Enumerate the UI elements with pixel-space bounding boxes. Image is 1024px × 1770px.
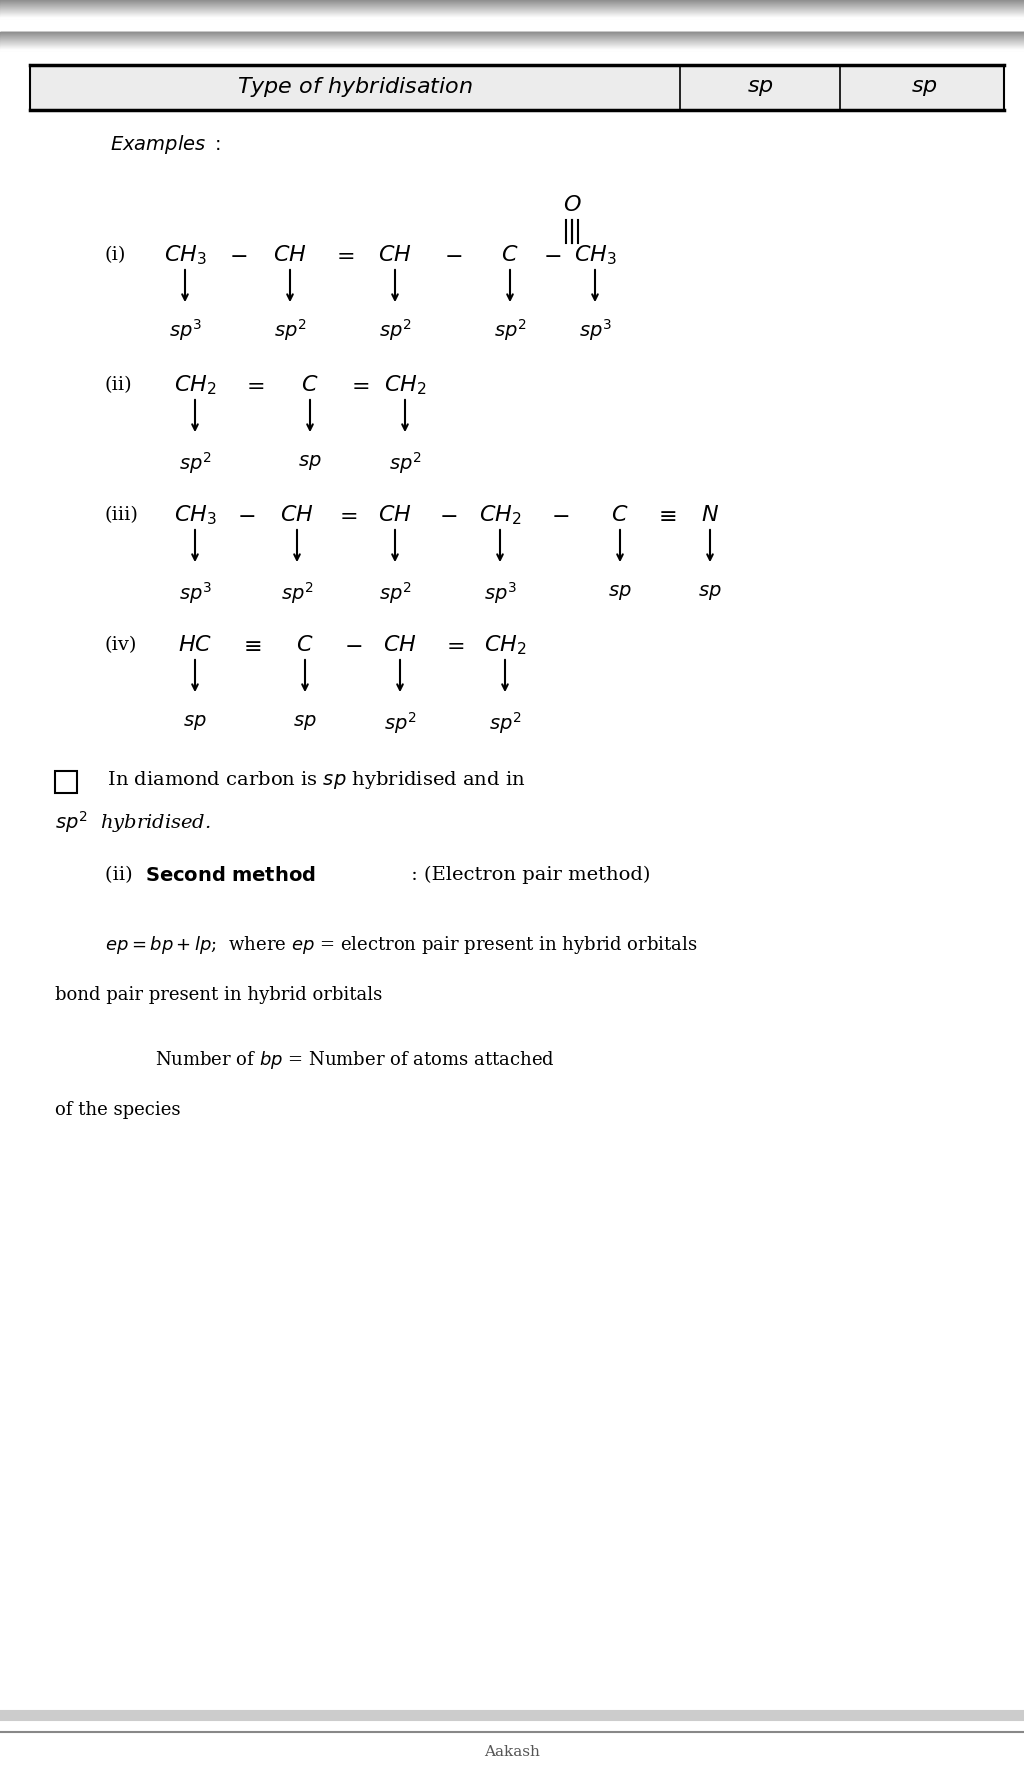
Text: $-$: $-$ [344,634,362,657]
Text: $sp^3$: $sp^3$ [178,581,212,605]
Text: $\mathit{C}$: $\mathit{C}$ [301,373,318,396]
Text: $\mathit{CH_3}$: $\mathit{CH_3}$ [174,503,216,527]
Text: $sp^2$: $sp^2$ [379,317,412,343]
Text: $sp^2$: $sp^2$ [281,581,313,605]
Text: $sp$: $sp$ [293,713,316,733]
Text: $\equiv$: $\equiv$ [239,634,261,657]
Text: $sp^3$: $sp^3$ [579,317,611,343]
Text: $\mathit{CH_2}$: $\mathit{CH_2}$ [174,373,216,396]
Text: $sp^2$: $sp^2$ [379,581,412,605]
Text: $-$: $-$ [551,504,569,526]
Text: $\mathit{CH}$: $\mathit{CH}$ [378,504,412,526]
Text: $sp^2$: $sp^2$ [389,450,421,476]
Text: (iv): (iv) [105,635,137,653]
Text: $\equiv$: $\equiv$ [653,504,676,526]
Bar [55,772,77,793]
Text: $-$: $-$ [237,504,255,526]
Text: $sp$: $sp$ [298,453,322,473]
Text: bond pair present in hybrid orbitals: bond pair present in hybrid orbitals [55,986,382,1004]
Text: $\mathit{C}$: $\mathit{C}$ [611,504,629,526]
Text: $\mathit{CH_2}$: $\mathit{CH_2}$ [384,373,426,396]
Text: $\it{sp}$: $\it{sp}$ [910,76,937,99]
Text: : (Electron pair method): : (Electron pair method) [406,866,650,885]
Text: $-$: $-$ [228,244,247,266]
Text: $\mathit{HC}$: $\mathit{HC}$ [178,634,212,657]
Text: $sp^2$  hybridised.: $sp^2$ hybridised. [55,809,211,835]
Text: $=$: $=$ [242,373,264,396]
Text: $\mathit{CH_2}$: $\mathit{CH_2}$ [479,503,521,527]
Text: $\mathit{CH}$: $\mathit{CH}$ [273,244,307,266]
Text: $-$: $-$ [443,244,462,266]
Text: $\mathit{CH}$: $\mathit{CH}$ [281,504,313,526]
Text: of the species: of the species [55,1101,180,1119]
Text: $sp^3$: $sp^3$ [483,581,516,605]
Text: $\mathit{C}$: $\mathit{C}$ [502,244,519,266]
Text: $sp^2$: $sp^2$ [494,317,526,343]
Text: $-$: $-$ [439,504,457,526]
Text: $=$: $=$ [441,634,464,657]
Text: $sp$: $sp$ [183,713,207,733]
Text: $sp^2$: $sp^2$ [273,317,306,343]
Text: $\it{Type\ of\ hybridisation}$: $\it{Type\ of\ hybridisation}$ [238,76,473,99]
Text: $sp^2$: $sp^2$ [178,450,211,476]
Text: $\it{Examples\ :}$: $\it{Examples\ :}$ [110,133,221,156]
Text: Aakash: Aakash [484,1745,540,1759]
Text: $\mathit{CH_3}$: $\mathit{CH_3}$ [573,242,616,267]
Text: $-$: $-$ [543,244,561,266]
Text: $\mathit{ep} = \mathit{bp} + \mathit{lp}$;  where $\mathit{ep}$ = electron pair : $\mathit{ep} = \mathit{bp} + \mathit{lp}… [105,935,697,956]
Text: $sp^2$: $sp^2$ [384,710,417,736]
Text: $sp$: $sp$ [698,584,722,602]
Text: $\mathit{CH}$: $\mathit{CH}$ [383,634,417,657]
Text: $\it{sp}$: $\it{sp}$ [746,76,773,99]
Text: $sp^2$: $sp^2$ [488,710,521,736]
Text: $=$: $=$ [332,244,354,266]
Text: $\mathit{N}$: $\mathit{N}$ [701,504,719,526]
Text: (iii): (iii) [105,506,139,524]
Text: $\mathit{CH_3}$: $\mathit{CH_3}$ [164,242,207,267]
Text: $\mathbf{Second\ method}$: $\mathbf{Second\ method}$ [145,866,315,885]
Text: (ii): (ii) [105,375,133,395]
Text: $sp$: $sp$ [608,584,632,602]
Text: $\mathit{O}$: $\mathit{O}$ [562,195,582,216]
Text: $sp^3$: $sp^3$ [169,317,202,343]
Text: (i): (i) [105,246,126,264]
Text: (ii): (ii) [105,866,139,883]
Text: $=$: $=$ [347,373,370,396]
Text: $\mathit{C}$: $\mathit{C}$ [296,634,313,657]
Text: $\mathit{CH}$: $\mathit{CH}$ [378,244,412,266]
Text: $=$: $=$ [335,504,357,526]
Text: In diamond carbon is $\mathit{sp}$ hybridised and in: In diamond carbon is $\mathit{sp}$ hybri… [95,768,525,791]
Text: Number of $\mathit{bp}$ = Number of atoms attached: Number of $\mathit{bp}$ = Number of atom… [155,1050,555,1071]
Text: $\mathit{CH_2}$: $\mathit{CH_2}$ [483,634,526,657]
Bar [30,65,1004,110]
